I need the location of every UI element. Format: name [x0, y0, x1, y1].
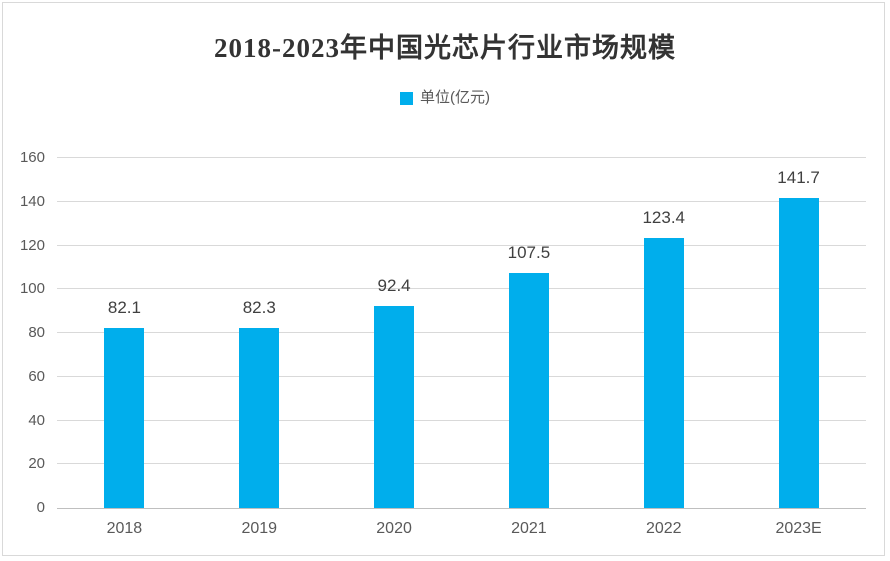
y-axis-tick-label: 120	[19, 236, 45, 254]
bar-value-label: 141.7	[777, 168, 820, 188]
y-axis-tick-label: 60	[28, 367, 45, 385]
bar-value-label: 82.3	[242, 297, 276, 317]
x-axis-category-label: 2022	[645, 520, 682, 537]
bar-2021	[508, 272, 549, 508]
x-axis-category-label: 2023E	[775, 520, 822, 537]
x-axis-category-label: 2020	[376, 520, 412, 537]
y-axis-tick-label: 20	[28, 455, 45, 473]
legend-label: 单位(亿元)	[420, 89, 490, 106]
bar-value-label: 107.5	[507, 242, 551, 262]
x-axis-category-label: 2018	[106, 520, 143, 537]
y-axis-tick-label: 160	[19, 149, 45, 166]
plot-area: 82.1 82.3 92.4 107.5 123.4 141.7	[57, 157, 866, 509]
bar-2023E	[778, 198, 819, 508]
bar-2020	[374, 305, 415, 508]
x-axis-category-label: 2019	[241, 520, 278, 537]
y-axis-tick-label: 100	[19, 280, 45, 298]
bar-2019	[239, 327, 280, 508]
legend-swatch-icon	[400, 91, 413, 105]
gridline	[57, 375, 866, 377]
bar-value-label: 92.4	[377, 275, 411, 295]
y-axis-tick-label: 0	[36, 499, 45, 516]
gridline	[57, 200, 866, 202]
chart-title: 2018-2023年中国光芯片行业市场规模	[214, 33, 676, 63]
y-axis-tick-label: 80	[28, 324, 45, 341]
y-axis-tick-label: 40	[28, 411, 45, 429]
gridline	[57, 288, 866, 290]
legend: 单位(亿元)	[0, 89, 890, 107]
bar-2018	[104, 328, 145, 508]
x-axis-category-label: 2021	[511, 520, 547, 537]
gridline	[57, 244, 866, 246]
bar-value-label: 123.4	[642, 208, 686, 228]
bar-2022	[643, 238, 684, 508]
gridline	[57, 463, 866, 465]
gridline	[57, 157, 866, 158]
gridline	[57, 332, 866, 333]
x-axis-line	[57, 508, 866, 509]
gridline	[57, 419, 866, 421]
y-axis-tick-label: 140	[19, 192, 45, 210]
bar-value-label: 82.1	[107, 298, 141, 318]
